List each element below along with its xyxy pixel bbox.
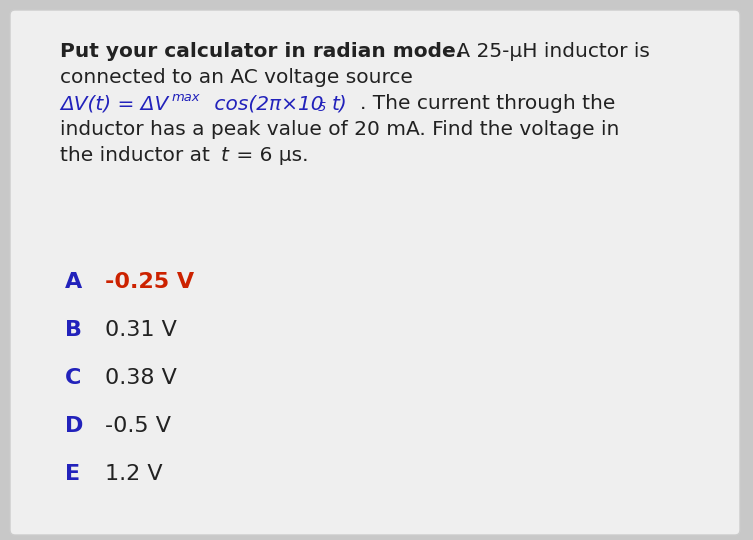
Text: t: t <box>221 146 229 165</box>
Text: connected to an AC voltage source: connected to an AC voltage source <box>60 68 413 87</box>
Text: 1.2 V: 1.2 V <box>105 464 163 484</box>
Text: ΔV(t) = ΔV: ΔV(t) = ΔV <box>60 94 168 113</box>
Text: E: E <box>65 464 80 484</box>
Text: cos(2π×10: cos(2π×10 <box>208 94 324 113</box>
Text: A: A <box>65 272 82 292</box>
Text: 0.38 V: 0.38 V <box>105 368 177 388</box>
Text: inductor has a peak value of 20 mA. Find the voltage in: inductor has a peak value of 20 mA. Find… <box>60 120 620 139</box>
Text: max: max <box>172 91 200 104</box>
Text: the inductor at: the inductor at <box>60 146 216 165</box>
Text: -0.25 V: -0.25 V <box>105 272 194 292</box>
FancyBboxPatch shape <box>10 10 740 535</box>
Text: Put your calculator in radian mode.: Put your calculator in radian mode. <box>60 42 463 61</box>
Text: . The current through the: . The current through the <box>360 94 615 113</box>
Text: t): t) <box>332 94 348 113</box>
Text: = 6 μs.: = 6 μs. <box>230 146 309 165</box>
Text: A 25-μH inductor is: A 25-μH inductor is <box>450 42 650 61</box>
Text: -0.5 V: -0.5 V <box>105 416 171 436</box>
Text: C: C <box>65 368 81 388</box>
Text: B: B <box>65 320 82 340</box>
Text: D: D <box>65 416 84 436</box>
Text: 5: 5 <box>318 101 326 114</box>
Text: 0.31 V: 0.31 V <box>105 320 177 340</box>
